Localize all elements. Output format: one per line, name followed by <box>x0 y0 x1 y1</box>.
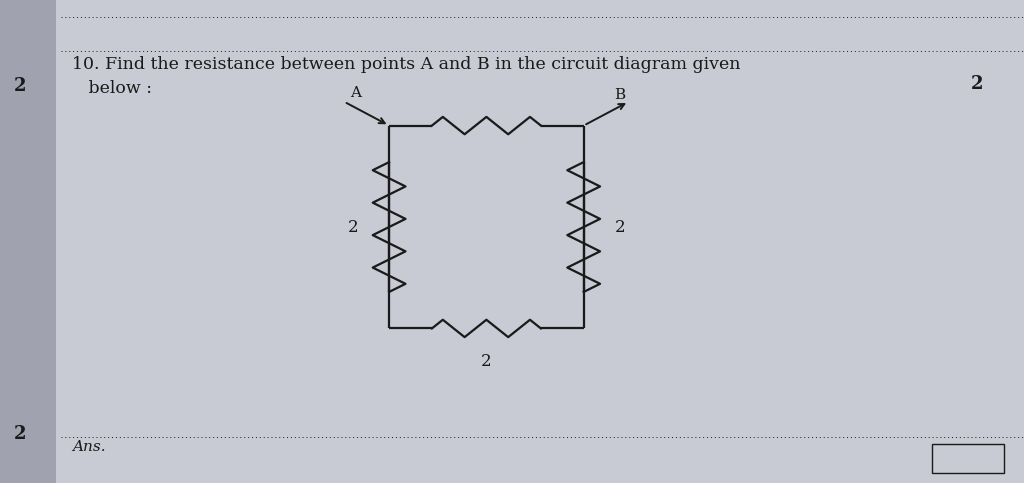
Text: B: B <box>614 88 626 102</box>
Text: 2: 2 <box>614 218 625 236</box>
Text: 2: 2 <box>971 75 983 93</box>
Text: 2: 2 <box>348 218 358 236</box>
Text: below :: below : <box>72 80 152 97</box>
Text: 2: 2 <box>14 77 27 95</box>
Text: 10. Find the resistance between points A and B in the circuit diagram given: 10. Find the resistance between points A… <box>72 56 740 72</box>
Text: 2: 2 <box>14 425 27 443</box>
Text: 2: 2 <box>481 353 492 369</box>
Text: A: A <box>350 86 360 100</box>
Bar <box>0 0 56 483</box>
Text: Ans.: Ans. <box>72 440 105 454</box>
Bar <box>932 444 1004 473</box>
